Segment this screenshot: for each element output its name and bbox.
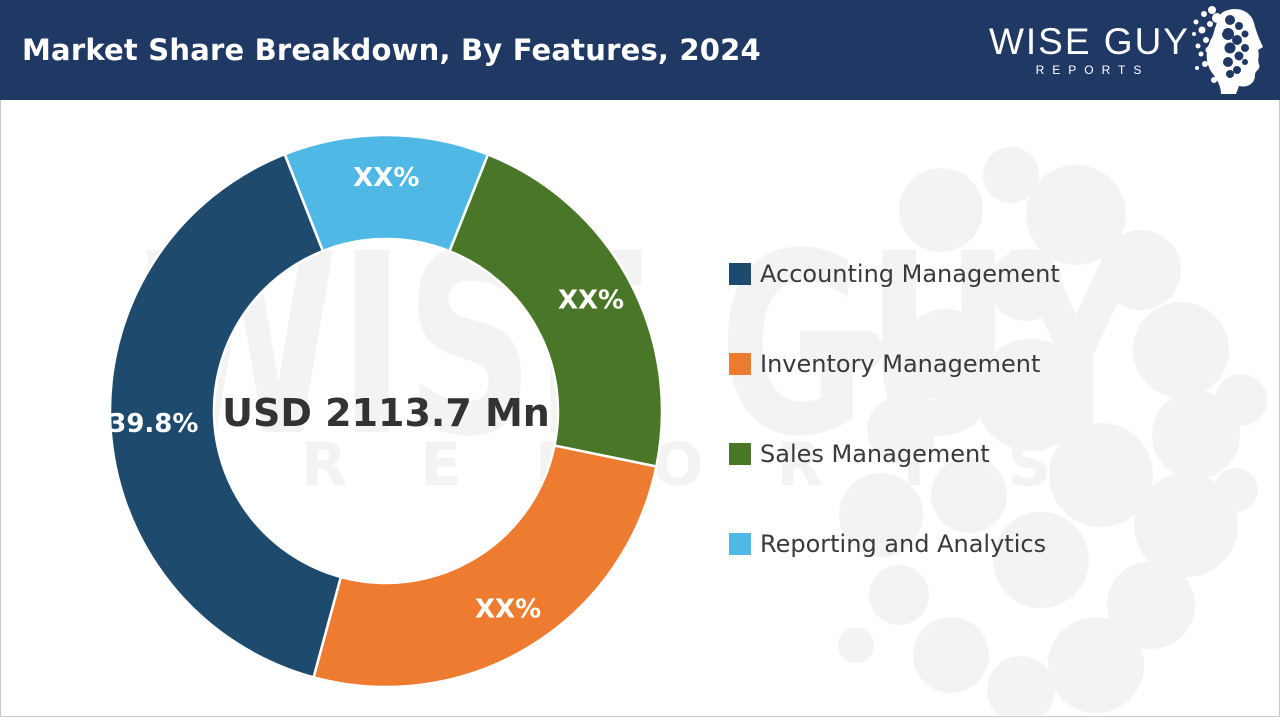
page-title: Market Share Breakdown, By Features, 202… <box>22 33 761 67</box>
logo-text: WISE GUY REPORTS <box>989 23 1190 77</box>
legend-swatch <box>729 533 751 555</box>
legend-label: Inventory Management <box>760 350 1041 378</box>
segment-value-label: XX% <box>353 163 419 193</box>
legend-item-sales-management: Sales Management <box>729 440 1060 468</box>
donut-segment-inventory-management <box>312 444 658 689</box>
watermark-line2: REPORTS <box>301 430 1051 500</box>
segment-value-label: 39.8% <box>108 409 198 439</box>
wise-guy-reports-logo: WISE GUY REPORTS <box>989 4 1266 96</box>
donut-chart: 39.8% XX% XX% XX% <box>108 133 664 689</box>
legend-item-inventory-management: Inventory Management <box>729 350 1060 378</box>
legend-swatch <box>729 443 751 465</box>
header-bar: Market Share Breakdown, By Features, 202… <box>0 0 1280 100</box>
chart-canvas: WISE GUY REPORTS 39.8%XX%XX%XX% USD 2113… <box>0 100 1280 717</box>
legend-label: Reporting and Analytics <box>760 530 1047 558</box>
legend-label: Accounting Management <box>760 260 1060 288</box>
donut-segment-accounting-management <box>108 152 343 679</box>
legend-label: Sales Management <box>760 440 990 468</box>
logo-subtitle: REPORTS <box>1035 63 1150 77</box>
chart-legend: Accounting Management Inventory Manageme… <box>729 260 1060 620</box>
legend-item-reporting-and-analytics: Reporting and Analytics <box>729 530 1060 558</box>
logo-name: WISE GUY <box>988 21 1190 62</box>
legend-item-accounting-management: Accounting Management <box>729 260 1060 288</box>
chart-center-total: USD 2113.7 Mn <box>222 391 550 435</box>
legend-swatch <box>729 353 751 375</box>
legend-swatch <box>729 263 751 285</box>
donut-segment-sales-management <box>448 153 664 468</box>
segment-value-label: XX% <box>475 594 541 624</box>
head-profile-icon <box>1192 6 1263 95</box>
segment-value-label: XX% <box>558 285 624 315</box>
